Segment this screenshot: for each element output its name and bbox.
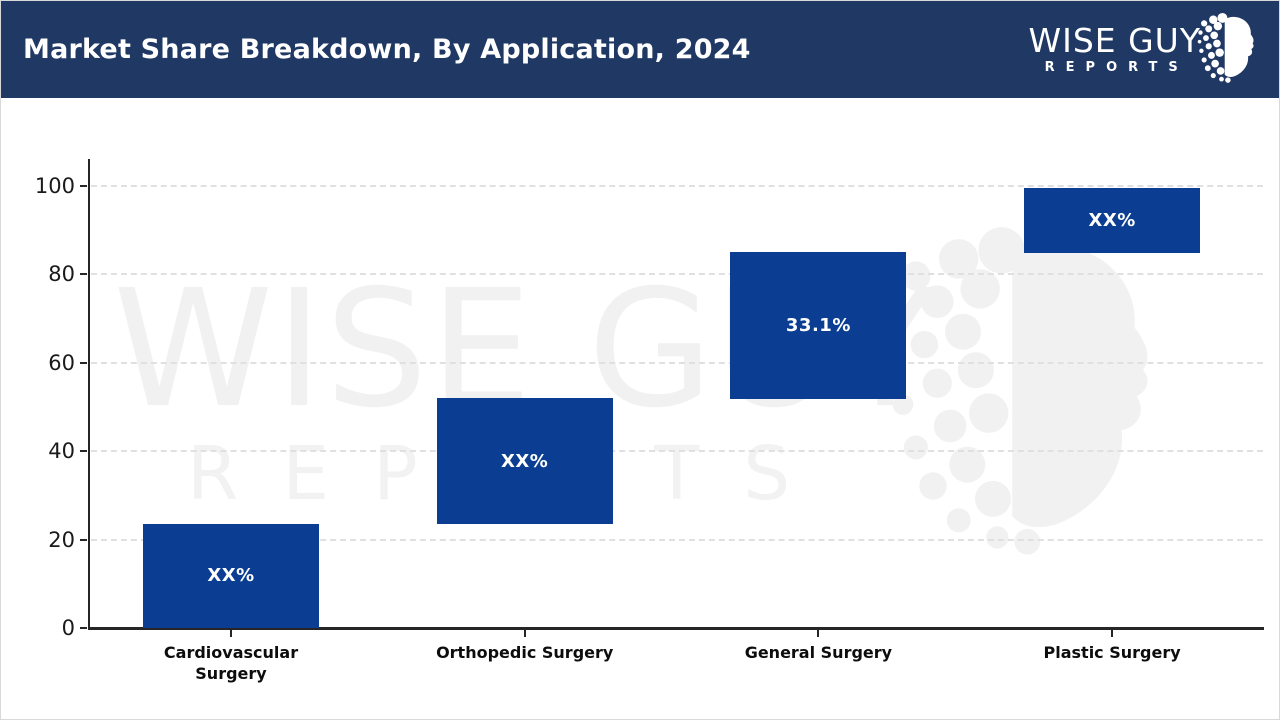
brand-logo: WISE GUY REPORTS	[1028, 14, 1259, 86]
bar-2: XX%	[436, 398, 613, 525]
x-axis-label-1: Cardiovascular Surgery	[163, 643, 299, 683]
logo-face-icon	[1195, 12, 1259, 86]
x-axis-label-2: Orthopedic Surgery	[436, 643, 614, 662]
x-axis-line	[88, 627, 1264, 630]
y-tick-mark-40	[80, 450, 87, 453]
y-tick-label-40: 40	[48, 439, 75, 464]
y-tick-mark-80	[80, 273, 87, 276]
bar-value-label: XX%	[501, 450, 549, 472]
x-tick-mark-4	[1111, 630, 1114, 637]
y-tick-mark-60	[80, 361, 87, 364]
page-title: Market Share Breakdown, By Application, …	[23, 34, 751, 65]
y-tick-mark-20	[80, 538, 87, 541]
gridline-100	[91, 185, 1263, 187]
gridline-80	[91, 273, 1263, 276]
y-tick-label-80: 80	[48, 262, 75, 287]
bar-3: 33.1%	[730, 252, 907, 399]
logo-wiseguy-text: WISE GUY	[1028, 20, 1201, 60]
gridline-40	[91, 450, 1263, 453]
y-axis-line	[88, 159, 90, 630]
x-axis-label-3: General Surgery	[744, 643, 893, 662]
logo-reports-text: REPORTS	[1044, 60, 1189, 76]
gridline-20	[91, 538, 1263, 541]
y-tick-label-0: 0	[61, 616, 75, 640]
bar-value-label: XX%	[1088, 209, 1136, 231]
header: Market Share Breakdown, By Application, …	[1, 1, 1279, 98]
x-tick-mark-3	[817, 630, 820, 637]
x-axis-label-4: Plastic Surgery	[1043, 643, 1181, 662]
y-tick-label-20: 20	[48, 527, 75, 552]
x-tick-mark-2	[523, 630, 526, 637]
x-tick-mark-1	[230, 630, 232, 637]
y-tick-label-100: 100	[34, 174, 75, 198]
bar-value-label: XX%	[207, 565, 255, 587]
watermark-face-icon	[873, 215, 1173, 577]
brand-logo-text: WISE GUY REPORTS	[1028, 20, 1201, 76]
y-tick-mark-0	[80, 627, 87, 629]
bar-value-label: 33.1%	[785, 314, 851, 336]
gridline-60	[91, 361, 1263, 364]
bar-4: XX%	[1024, 187, 1201, 254]
y-tick-label-60: 60	[48, 350, 75, 375]
y-tick-mark-100	[80, 185, 87, 187]
bar-1: XX%	[143, 523, 319, 628]
